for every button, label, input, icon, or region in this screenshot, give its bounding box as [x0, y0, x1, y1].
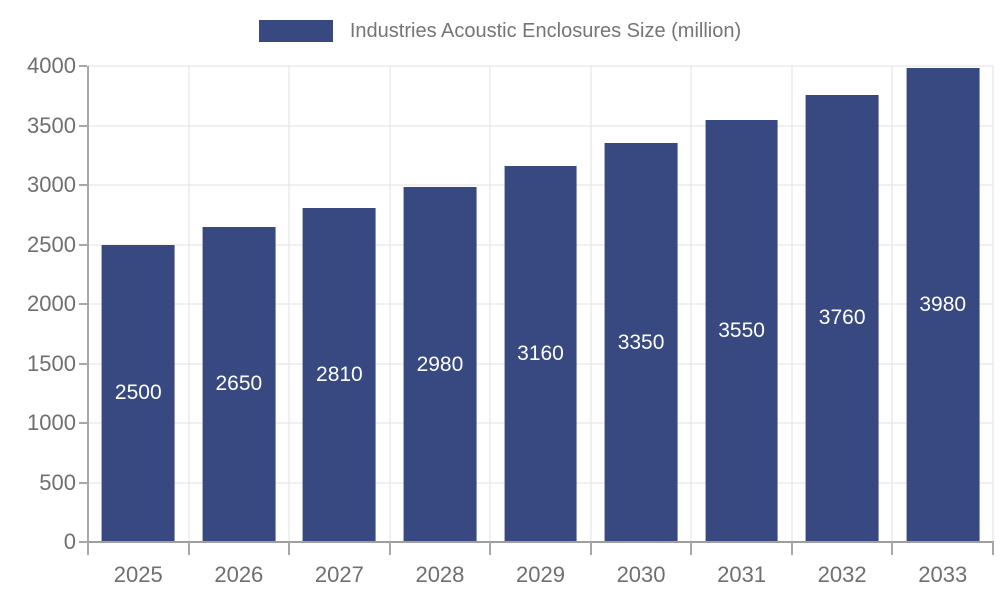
- y-tick-label: 0: [63, 529, 76, 554]
- bar-value-label: 3980: [919, 293, 967, 317]
- y-tick-mark: [79, 303, 87, 305]
- y-tick-label: 3500: [27, 112, 76, 138]
- y-tick-label: 500: [39, 469, 76, 495]
- y-tick-label: 1000: [27, 410, 76, 435]
- x-axis-tick-marks: [87, 542, 994, 556]
- bar-2033: 3980: [906, 68, 980, 542]
- x-tick-label: 2026: [214, 562, 264, 587]
- gridline-vertical: [992, 66, 994, 542]
- y-tick-mark: [79, 65, 87, 67]
- x-tick-mark: [790, 542, 793, 555]
- x-tick-label: 2027: [314, 562, 364, 587]
- y-tick-label: 1500: [27, 350, 76, 376]
- bar-2030: 3350: [604, 143, 678, 542]
- x-tick-mark: [992, 542, 994, 555]
- y-tick-mark: [79, 124, 87, 127]
- y-axis-line: [87, 66, 89, 543]
- bar-value-label: 3350: [617, 330, 665, 354]
- x-tick-mark: [891, 542, 894, 555]
- bar-value-label: 2810: [316, 362, 363, 386]
- x-tick-mark: [589, 542, 592, 555]
- x-axis-tick-labels: 2025 2026 2027 2028 2029 2030 2031 2032 2033: [88, 560, 993, 590]
- bar-value-label: 3760: [818, 306, 866, 330]
- gridline-horizontal: [88, 125, 993, 126]
- x-tick-mark: [288, 542, 291, 555]
- plot-area: 2500 2650 2810 2980 3160 3350 3550 3760 3980: [87, 65, 994, 542]
- bar-2027: 2810: [302, 207, 376, 542]
- bar-2029: 3160: [504, 165, 577, 542]
- x-tick-label: 2030: [616, 562, 666, 587]
- y-tick-label: 3000: [27, 172, 76, 197]
- legend: Industries Acoustic Enclosures Size (mil…: [0, 14, 1000, 48]
- y-tick-label: 4000: [27, 53, 76, 78]
- x-tick-label: 2028: [415, 562, 465, 587]
- y-tick-mark: [79, 362, 87, 365]
- bar-2032: 3760: [805, 94, 879, 542]
- bar-2028: 2980: [403, 187, 477, 542]
- y-axis-tick-labels: 0 500 1000 1500 2000 2500 3000 3500 4000: [0, 55, 76, 553]
- x-tick-mark: [187, 542, 190, 555]
- x-tick-mark: [690, 542, 693, 555]
- y-tick-label: 2000: [27, 291, 76, 316]
- bar-value-label: 3550: [718, 318, 765, 342]
- y-tick-mark: [79, 422, 87, 424]
- x-tick-mark: [489, 542, 492, 555]
- legend-label: Industries Acoustic Enclosures Size (mil…: [349, 19, 742, 42]
- x-tick-label: 2032: [817, 562, 867, 587]
- y-tick-label: 2500: [27, 231, 76, 257]
- bar-value-label: 2500: [114, 381, 162, 405]
- y-axis-tick-marks: [79, 65, 87, 543]
- x-tick-label: 2025: [113, 562, 163, 587]
- x-axis-line: [87, 541, 994, 543]
- bar-2031: 3550: [705, 119, 779, 542]
- bar-value-label: 3160: [517, 341, 564, 365]
- x-tick-mark: [87, 542, 89, 555]
- bar-value-label: 2650: [215, 372, 263, 396]
- y-tick-mark: [79, 481, 87, 484]
- bar-2026: 2650: [202, 226, 276, 542]
- x-tick-label: 2031: [717, 562, 767, 587]
- legend-swatch: [258, 20, 333, 42]
- x-tick-label: 2029: [516, 562, 565, 587]
- gridline-horizontal: [88, 65, 993, 67]
- x-tick-mark: [388, 542, 391, 555]
- bar-value-label: 2980: [416, 352, 464, 376]
- y-tick-mark: [79, 541, 87, 543]
- y-tick-mark: [79, 184, 87, 186]
- y-tick-mark: [79, 243, 87, 246]
- x-tick-label: 2033: [918, 562, 968, 587]
- bar-2025: 2500: [101, 244, 175, 542]
